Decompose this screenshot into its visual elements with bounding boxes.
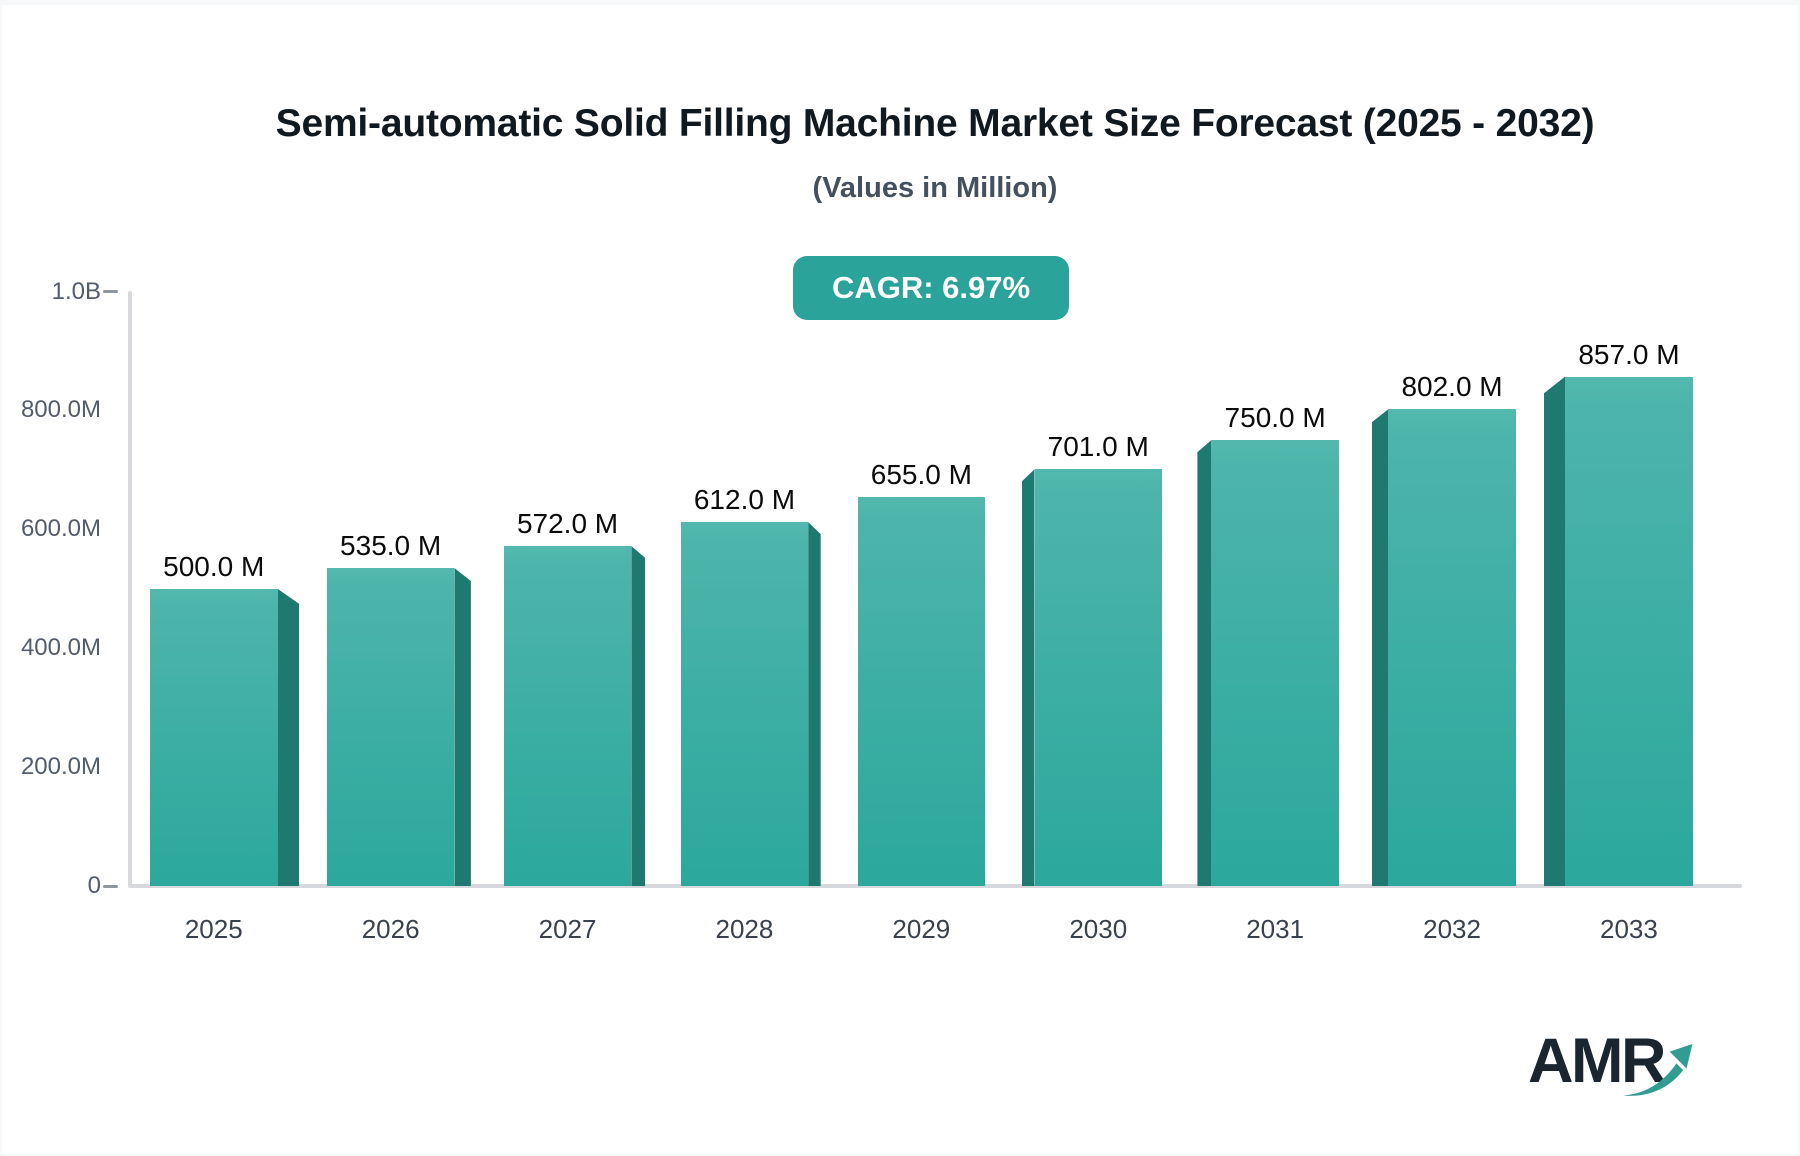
bar-side-shade-2033 bbox=[1543, 376, 1566, 886]
y-axis-tick-dash bbox=[103, 884, 118, 888]
page-edge-left bbox=[0, 0, 2, 1156]
page-edge-right bbox=[1798, 0, 1800, 1156]
bar-side-shade-2027 bbox=[631, 545, 646, 886]
bar-2033 bbox=[1565, 376, 1693, 886]
x-axis-label-2027: 2027 bbox=[538, 914, 597, 944]
x-axis-label-2030: 2030 bbox=[1069, 914, 1128, 944]
chart-title: Semi-automatic Solid Filling Machine Mar… bbox=[275, 102, 1595, 145]
x-axis-line bbox=[128, 884, 1742, 888]
bar-value-label-2028: 612.0 M bbox=[693, 484, 796, 516]
bar-2027 bbox=[503, 545, 632, 886]
growth-arrow-icon bbox=[1623, 1044, 1693, 1096]
page-edge-bottom bbox=[0, 1154, 1800, 1156]
x-axis-label-2032: 2032 bbox=[1423, 914, 1481, 944]
bar-value-label-2030: 701.0 M bbox=[1047, 431, 1149, 463]
y-axis-tick-label-0: 0 bbox=[87, 872, 101, 899]
bar-2026 bbox=[326, 567, 455, 886]
bar-2025 bbox=[150, 588, 278, 886]
x-axis-label-2029: 2029 bbox=[892, 914, 951, 944]
amr-logo-text: AMR bbox=[1528, 1026, 1666, 1096]
x-axis-label-2028: 2028 bbox=[715, 914, 774, 944]
y-axis-tick-label-200.0M: 200.0M bbox=[20, 753, 101, 781]
bar-side-shade-2030 bbox=[1022, 469, 1035, 886]
x-axis-label-2031: 2031 bbox=[1246, 914, 1305, 944]
bar-2028 bbox=[680, 522, 809, 886]
bar-value-label-2032: 802.0 M bbox=[1401, 371, 1503, 403]
x-axis-label-2025: 2025 bbox=[184, 914, 243, 944]
bar-side-shade-2028 bbox=[808, 522, 821, 886]
x-axis-label-2026: 2026 bbox=[361, 914, 420, 944]
bar-value-label-2029: 655.0 M bbox=[870, 458, 972, 490]
bar-side-shade-2032 bbox=[1371, 409, 1389, 886]
y-axis-tick-dash bbox=[103, 290, 118, 293]
y-axis-tick-label-1.0B: 1.0B bbox=[51, 277, 101, 305]
bar-value-label-2031: 750.0 M bbox=[1224, 402, 1326, 434]
bar-2030 bbox=[1034, 469, 1162, 886]
x-axis-label-2033: 2033 bbox=[1600, 914, 1658, 944]
bar-value-label-2033: 857.0 M bbox=[1578, 338, 1680, 370]
cagr-badge: CAGR: 6.97% bbox=[793, 256, 1069, 320]
bar-2031 bbox=[1211, 440, 1339, 886]
amr-logo: AMR bbox=[1528, 1030, 1718, 1110]
y-axis-tick-label-800.0M: 800.0M bbox=[20, 396, 101, 424]
cagr-badge-label: CAGR: 6.97% bbox=[831, 270, 1031, 305]
bar-value-label-2026: 535.0 M bbox=[340, 529, 442, 561]
y-axis-line bbox=[128, 291, 132, 888]
y-axis-tick-label-600.0M: 600.0M bbox=[20, 515, 101, 543]
bar-side-shade-2026 bbox=[454, 567, 471, 886]
page-edge-top bbox=[0, 0, 1800, 5]
bar-2032 bbox=[1388, 409, 1516, 886]
chart-subtitle: (Values in Million) bbox=[812, 172, 1058, 204]
y-axis-tick-label-400.0M: 400.0M bbox=[20, 634, 101, 662]
bar-value-label-2027: 572.0 M bbox=[516, 507, 619, 539]
bar-2029 bbox=[857, 496, 986, 886]
bar-side-shade-2025 bbox=[277, 588, 299, 886]
bar-value-label-2025: 500.0 M bbox=[163, 550, 265, 582]
bar-side-shade-2031 bbox=[1197, 440, 1212, 886]
